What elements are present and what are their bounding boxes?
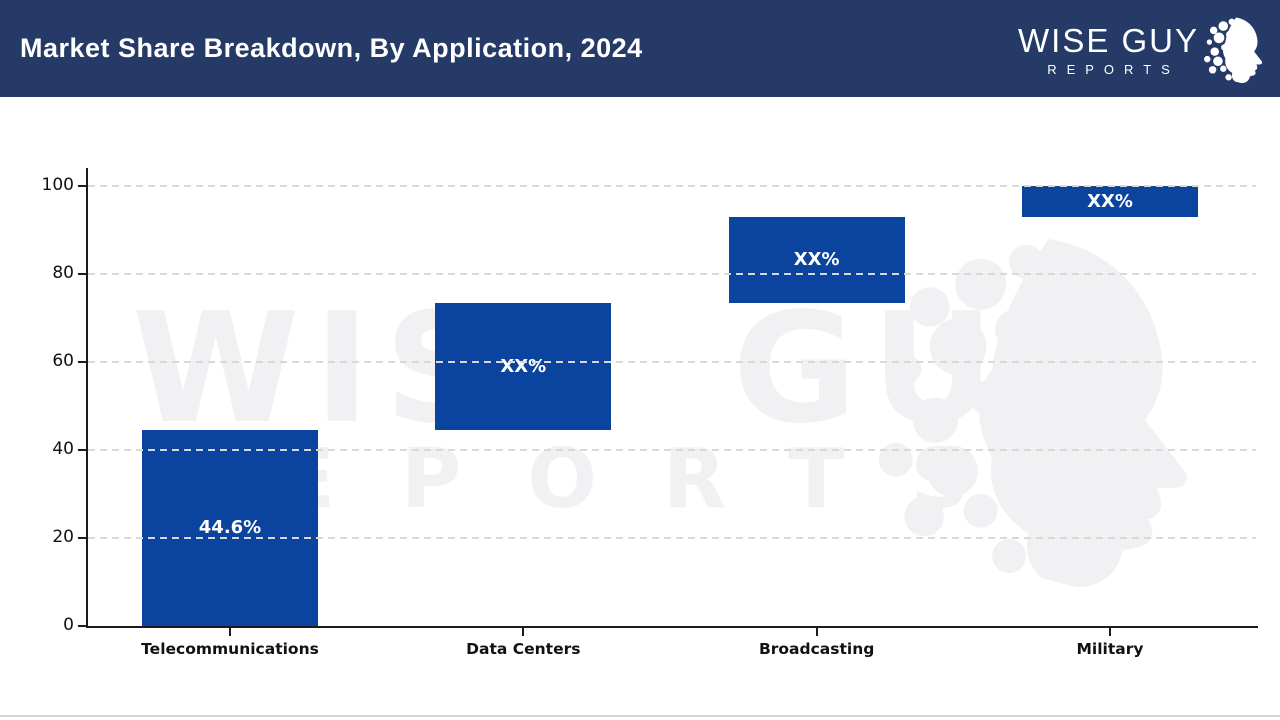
bar-telecommunications: 44.6% xyxy=(142,429,318,626)
header: Market Share Breakdown, By Application, … xyxy=(0,0,1280,97)
category-label-data-centers: Data Centers xyxy=(466,640,581,658)
y-tick-label-100: 100 xyxy=(41,175,74,195)
watermark-face-icon xyxy=(878,238,1187,588)
y-tick-0 xyxy=(78,625,86,627)
x-tick-1 xyxy=(522,628,525,636)
x-tick-3 xyxy=(1108,628,1111,636)
gridline-20 xyxy=(88,537,1256,539)
y-tick-label-60: 60 xyxy=(52,351,74,371)
x-axis-spine xyxy=(86,626,1258,628)
y-tick-60 xyxy=(78,361,86,363)
category-label-military: Military xyxy=(1076,640,1144,658)
logo: WISE GUY REPORTS xyxy=(1018,8,1268,90)
logo-wiseguy-text: WISE GUY xyxy=(1018,21,1200,59)
y-tick-label-80: 80 xyxy=(52,263,74,283)
page-title: Market Share Breakdown, By Application, … xyxy=(20,33,643,63)
y-tick-40 xyxy=(78,449,86,451)
category-label-broadcasting: Broadcasting xyxy=(758,640,875,658)
bar-value-label: 44.6% xyxy=(198,517,262,539)
gridline-100 xyxy=(88,185,1256,187)
y-tick-20 xyxy=(78,537,86,539)
bar-value-label: XX% xyxy=(793,249,840,271)
bar-broadcasting: XX% xyxy=(728,217,905,303)
gridline-40 xyxy=(88,449,1256,451)
y-tick-label-20: 20 xyxy=(52,527,74,547)
bar-value-label: XX% xyxy=(500,355,547,377)
logo-reports-text: REPORTS xyxy=(1047,61,1180,77)
category-label-telecommunications: Telecommunications xyxy=(141,640,319,658)
gridline-60 xyxy=(88,361,1256,363)
gridline-80 xyxy=(88,273,1256,275)
bar-military: XX% xyxy=(1021,186,1198,218)
y-tick-80 xyxy=(78,273,86,275)
bar-value-label: XX% xyxy=(1087,191,1133,213)
logo-text: WISE GUY REPORTS xyxy=(1018,22,1199,77)
bar-data-centers: XX% xyxy=(435,302,612,430)
logo-face-icon xyxy=(1204,17,1263,84)
y-tick-label-0: 0 xyxy=(63,615,74,635)
x-tick-2 xyxy=(815,628,818,636)
x-tick-0 xyxy=(229,628,231,636)
y-axis-spine xyxy=(86,168,88,627)
y-tick-label-40: 40 xyxy=(52,439,74,459)
y-tick-100 xyxy=(78,185,86,187)
bottom-divider xyxy=(0,715,1280,717)
